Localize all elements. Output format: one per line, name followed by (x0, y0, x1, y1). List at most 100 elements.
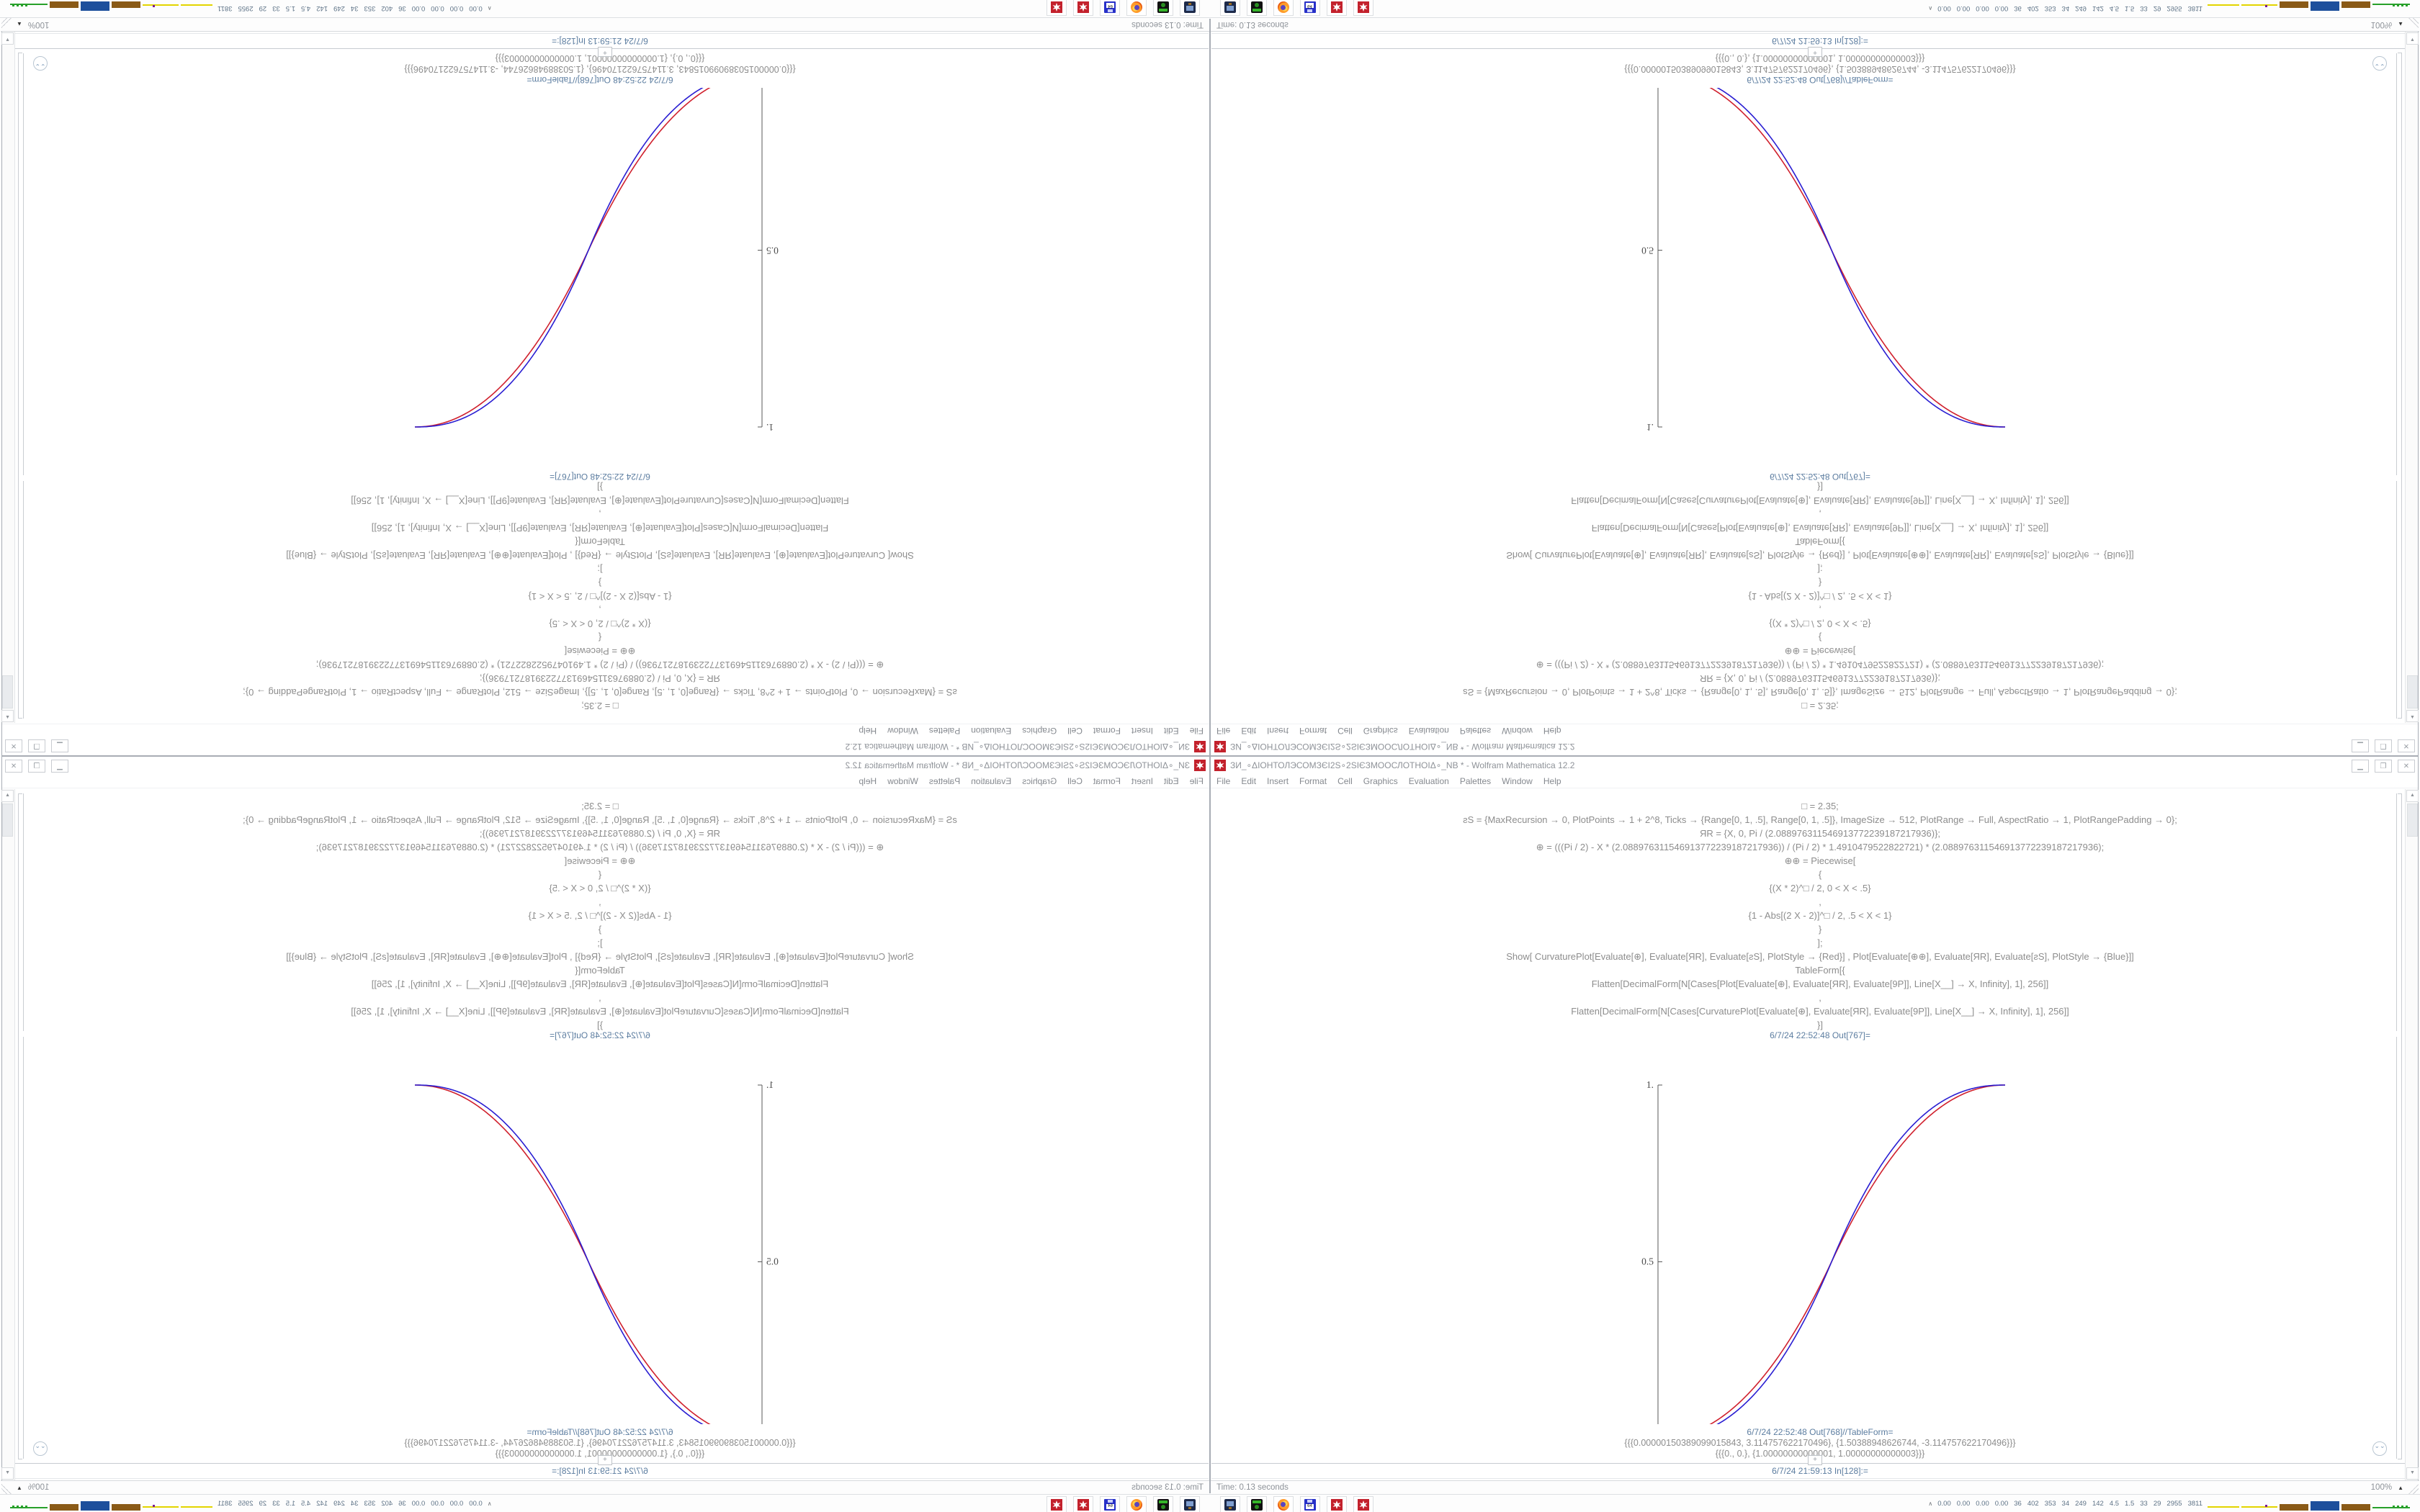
menu-item[interactable]: Help (859, 775, 877, 786)
cell-bracket-input[interactable] (2396, 793, 2397, 1031)
code-line[interactable]: ⊕ = (((Pi / 2) - X * (2.0889763115469137… (315, 660, 884, 670)
menu-item[interactable]: File (1189, 726, 1204, 737)
code-line[interactable]: TableForm[{ (575, 536, 625, 547)
screenshot-tool-icon[interactable] (1220, 0, 1240, 16)
code-line[interactable]: , (599, 509, 601, 520)
menu-item[interactable]: Insert (1267, 775, 1289, 786)
code-line[interactable]: ]; (1817, 564, 1823, 575)
code-line[interactable]: }] (1817, 482, 1823, 492)
scroll-down-icon[interactable]: ▼ (2406, 1467, 2419, 1480)
menu-item[interactable]: Window (1502, 726, 1533, 737)
menu-item[interactable]: Format (1299, 775, 1327, 786)
close-button[interactable]: ✕ (5, 739, 22, 752)
code-line[interactable]: ЯR = {X, 0, Pi / (2.08897631154691377223… (1699, 673, 1941, 684)
scrollbar-thumb[interactable] (2, 804, 13, 837)
cell-bracket-output[interactable] (23, 53, 24, 475)
scroll-down-icon[interactable]: ▼ (1, 32, 14, 45)
firefox-icon[interactable] (1273, 1496, 1294, 1512)
code-line[interactable]: { (598, 869, 602, 880)
cell-bracket-outer[interactable] (18, 793, 19, 1459)
code-line[interactable]: {(X * 2)^□ / 2, 0 < X < .5} (549, 618, 651, 629)
scroll-up-icon[interactable]: ▲ (1, 790, 14, 802)
menu-item[interactable]: Edit (1163, 775, 1179, 786)
floppy-64-icon[interactable] (1300, 0, 1320, 16)
code-line[interactable]: ƨS = {MaxRecursion → 0, PlotPoints → 1 +… (1463, 687, 2177, 698)
code-line[interactable]: }] (597, 482, 603, 492)
menu-item[interactable]: Help (1543, 726, 1561, 737)
scrollbar-thumb[interactable] (2, 675, 13, 708)
menu-item[interactable]: Cell (1337, 726, 1353, 737)
collapse-output-chevron-icon[interactable]: ⌄⌄ (33, 56, 48, 71)
code-line[interactable]: {(X * 2)^□ / 2, 0 < X < .5} (1769, 883, 1871, 894)
zoom-popup-arrow-icon[interactable]: ▲ (17, 1484, 22, 1491)
code-line[interactable]: Flatten[DecimalForm[N[Cases[CurvaturePlo… (1571, 1006, 2069, 1017)
code-line[interactable]: , (599, 896, 601, 907)
window-titlebar[interactable]: ЗИ_∘ΔІОНТОЛЭСОМЗЄІ2S∘2SІЄЗМООСЛОТНОІΔ∘_N… (2, 757, 1209, 775)
code-line[interactable]: {(X * 2)^□ / 2, 0 < X < .5} (549, 883, 651, 894)
code-line[interactable]: Flatten[DecimalForm[N[Cases[Plot[Evaluat… (1591, 523, 2049, 534)
screenshot-tool-icon[interactable] (1180, 1496, 1200, 1512)
menu-item[interactable]: File (1216, 775, 1231, 786)
code-line[interactable]: , (1819, 509, 1821, 520)
window-resize-grip[interactable] (2408, 1484, 2419, 1494)
code-line[interactable]: ⊕ = (((Pi / 2) - X * (2.0889763115469137… (1536, 660, 2105, 670)
code-line[interactable]: ЯR = {X, 0, Pi / (2.08897631154691377223… (479, 673, 721, 684)
maximize-button[interactable]: ❐ (2375, 739, 2392, 752)
menu-item[interactable]: Window (887, 775, 918, 786)
menu-item[interactable]: Window (887, 726, 918, 737)
menu-item[interactable]: Graphics (1363, 726, 1398, 737)
notebook-content[interactable]: □ = 2.35; ƨS = {MaxRecursion → 0, PlotPoi… (1211, 32, 2407, 723)
menu-item[interactable]: Insert (1267, 726, 1289, 737)
code-line[interactable]: {1 - Abs[(2 X - 2)]^□ / 2, .5 < X < 1} (1748, 910, 1892, 921)
zoom-popup-arrow-icon[interactable]: ▲ (17, 21, 22, 28)
scrollbar-thumb[interactable] (2407, 804, 2418, 837)
firefox-icon[interactable] (1126, 0, 1147, 16)
menu-item[interactable]: Palettes (1459, 726, 1492, 737)
vertical-scrollbar[interactable]: ▲ ▼ (2405, 32, 2419, 723)
collapse-output-chevron-icon[interactable]: ⌄⌄ (2372, 56, 2387, 71)
close-button[interactable]: ✕ (2398, 739, 2415, 752)
code-line[interactable]: } (1818, 924, 1822, 935)
code-line[interactable]: ⊕ = (((Pi / 2) - X * (2.0889763115469137… (1536, 842, 2105, 852)
menu-item[interactable]: Evaluation (1408, 775, 1449, 786)
collapse-output-chevron-icon[interactable]: ⌄⌄ (33, 1441, 48, 1456)
code-line[interactable]: Flatten[DecimalForm[N[Cases[Plot[Evaluat… (1591, 978, 2049, 989)
floppy-64-icon[interactable] (1100, 1496, 1120, 1512)
cell-bracket-output[interactable] (2396, 53, 2397, 475)
code-line[interactable]: Flatten[DecimalForm[N[Cases[CurvaturePlo… (351, 495, 849, 506)
scroll-down-icon[interactable]: ▼ (1, 1467, 14, 1480)
floppy-64-icon[interactable] (1100, 0, 1120, 16)
mathematica-icon[interactable] (1047, 1496, 1067, 1512)
menu-item[interactable]: Palettes (928, 775, 961, 786)
insert-cell-plus-icon[interactable]: + (1808, 1455, 1822, 1465)
code-line[interactable]: TableForm[{ (575, 965, 625, 976)
maximize-button[interactable]: ❐ (2375, 760, 2392, 773)
menu-item[interactable]: Palettes (928, 726, 961, 737)
capture-device-icon[interactable] (1247, 0, 1267, 16)
menu-item[interactable]: Graphics (1363, 775, 1398, 786)
menu-item[interactable]: Cell (1337, 775, 1353, 786)
scroll-up-icon[interactable]: ▲ (2406, 710, 2419, 722)
code-line[interactable]: { (1818, 869, 1822, 880)
zoom-level-value[interactable]: 100% (2370, 20, 2393, 29)
tray-hidden-icons-chevron[interactable]: ∧ (487, 5, 492, 12)
zoom-popup-arrow-icon[interactable]: ▲ (2398, 21, 2403, 28)
cell-bracket-input[interactable] (2396, 481, 2397, 719)
code-line[interactable]: ƨS = {MaxRecursion → 0, PlotPoints → 1 +… (243, 814, 957, 825)
window-resize-grip[interactable] (2408, 18, 2419, 28)
menu-item[interactable]: Edit (1241, 726, 1257, 737)
insert-cell-plus-icon[interactable]: + (1808, 47, 1822, 57)
code-line[interactable]: Flatten[DecimalForm[N[Cases[CurvaturePlo… (351, 1006, 849, 1017)
code-line[interactable]: ]; (597, 937, 603, 948)
menu-item[interactable]: Cell (1067, 775, 1083, 786)
code-line[interactable]: TableForm[{ (1795, 536, 1845, 547)
screenshot-tool-icon[interactable] (1180, 0, 1200, 16)
code-line[interactable]: ⊕ = (((Pi / 2) - X * (2.0889763115469137… (315, 842, 884, 852)
close-button[interactable]: ✕ (5, 760, 22, 773)
code-line[interactable]: } (1818, 577, 1822, 588)
window-titlebar[interactable]: ЗИ_∘ΔІОНТОЛЭСОМЗЄІ2S∘2SІЄЗМООСЛОТНОІΔ∘_N… (1211, 737, 2418, 755)
close-button[interactable]: ✕ (2398, 760, 2415, 773)
code-line[interactable]: , (1819, 896, 1821, 907)
zoom-level-value[interactable]: 100% (27, 20, 50, 29)
magnification-control[interactable]: 100% ▲ (2371, 1483, 2403, 1492)
